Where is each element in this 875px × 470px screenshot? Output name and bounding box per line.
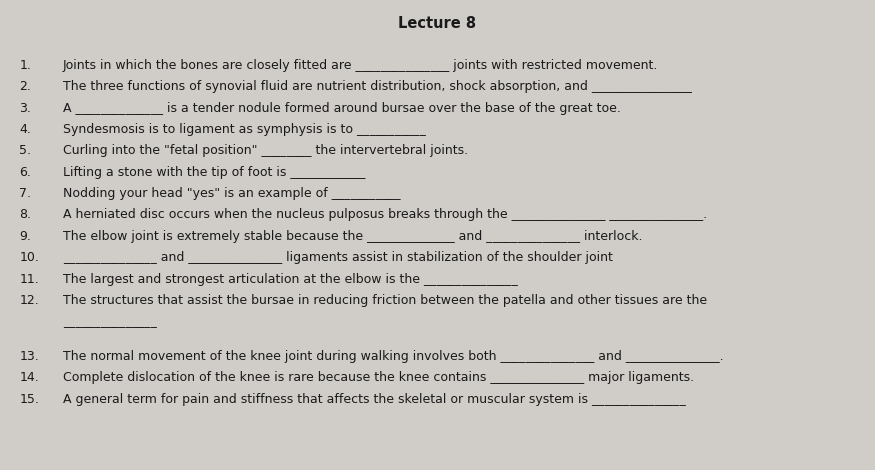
- Text: 10.: 10.: [19, 251, 39, 264]
- Text: 3.: 3.: [19, 102, 32, 115]
- Text: The structures that assist the bursae in reducing friction between the patella a: The structures that assist the bursae in…: [63, 294, 707, 307]
- Text: 1.: 1.: [19, 59, 32, 72]
- Text: A ______________ is a tender nodule formed around bursae over the base of the gr: A ______________ is a tender nodule form…: [63, 102, 621, 115]
- Text: A general term for pain and stiffness that affects the skeletal or muscular syst: A general term for pain and stiffness th…: [63, 392, 686, 406]
- Text: Curling into the "fetal position" ________ the intervertebral joints.: Curling into the "fetal position" ______…: [63, 144, 468, 157]
- Text: 4.: 4.: [19, 123, 32, 136]
- Text: The largest and strongest articulation at the elbow is the _______________: The largest and strongest articulation a…: [63, 273, 518, 286]
- Text: 12.: 12.: [19, 294, 39, 307]
- Text: 8.: 8.: [19, 208, 32, 221]
- Text: 14.: 14.: [19, 371, 39, 384]
- Text: Joints in which the bones are closely fitted are _______________ joints with res: Joints in which the bones are closely fi…: [63, 59, 658, 72]
- Text: Complete dislocation of the knee is rare because the knee contains _____________: Complete dislocation of the knee is rare…: [63, 371, 694, 384]
- Text: Lecture 8: Lecture 8: [398, 16, 477, 31]
- Text: 7.: 7.: [19, 187, 32, 200]
- Text: Syndesmosis is to ligament as symphysis is to ___________: Syndesmosis is to ligament as symphysis …: [63, 123, 426, 136]
- Text: _______________ and _______________ ligaments assist in stabilization of the sho: _______________ and _______________ liga…: [63, 251, 612, 264]
- Text: The normal movement of the knee joint during walking involves both _____________: The normal movement of the knee joint du…: [63, 350, 724, 363]
- Text: 2.: 2.: [19, 80, 32, 93]
- Text: Lifting a stone with the tip of foot is ____________: Lifting a stone with the tip of foot is …: [63, 165, 366, 179]
- Text: 6.: 6.: [19, 165, 32, 179]
- Text: 15.: 15.: [19, 392, 39, 406]
- Text: 5.: 5.: [19, 144, 32, 157]
- Text: 9.: 9.: [19, 230, 32, 243]
- Text: _______________: _______________: [63, 315, 157, 329]
- Text: The three functions of synovial fluid are nutrient distribution, shock absorptio: The three functions of synovial fluid ar…: [63, 80, 692, 93]
- Text: 13.: 13.: [19, 350, 39, 363]
- Text: The elbow joint is extremely stable because the ______________ and _____________: The elbow joint is extremely stable beca…: [63, 230, 642, 243]
- Text: 11.: 11.: [19, 273, 39, 286]
- Text: A herniated disc occurs when the nucleus pulposus breaks through the ___________: A herniated disc occurs when the nucleus…: [63, 208, 707, 221]
- Text: Nodding your head "yes" is an example of ___________: Nodding your head "yes" is an example of…: [63, 187, 401, 200]
